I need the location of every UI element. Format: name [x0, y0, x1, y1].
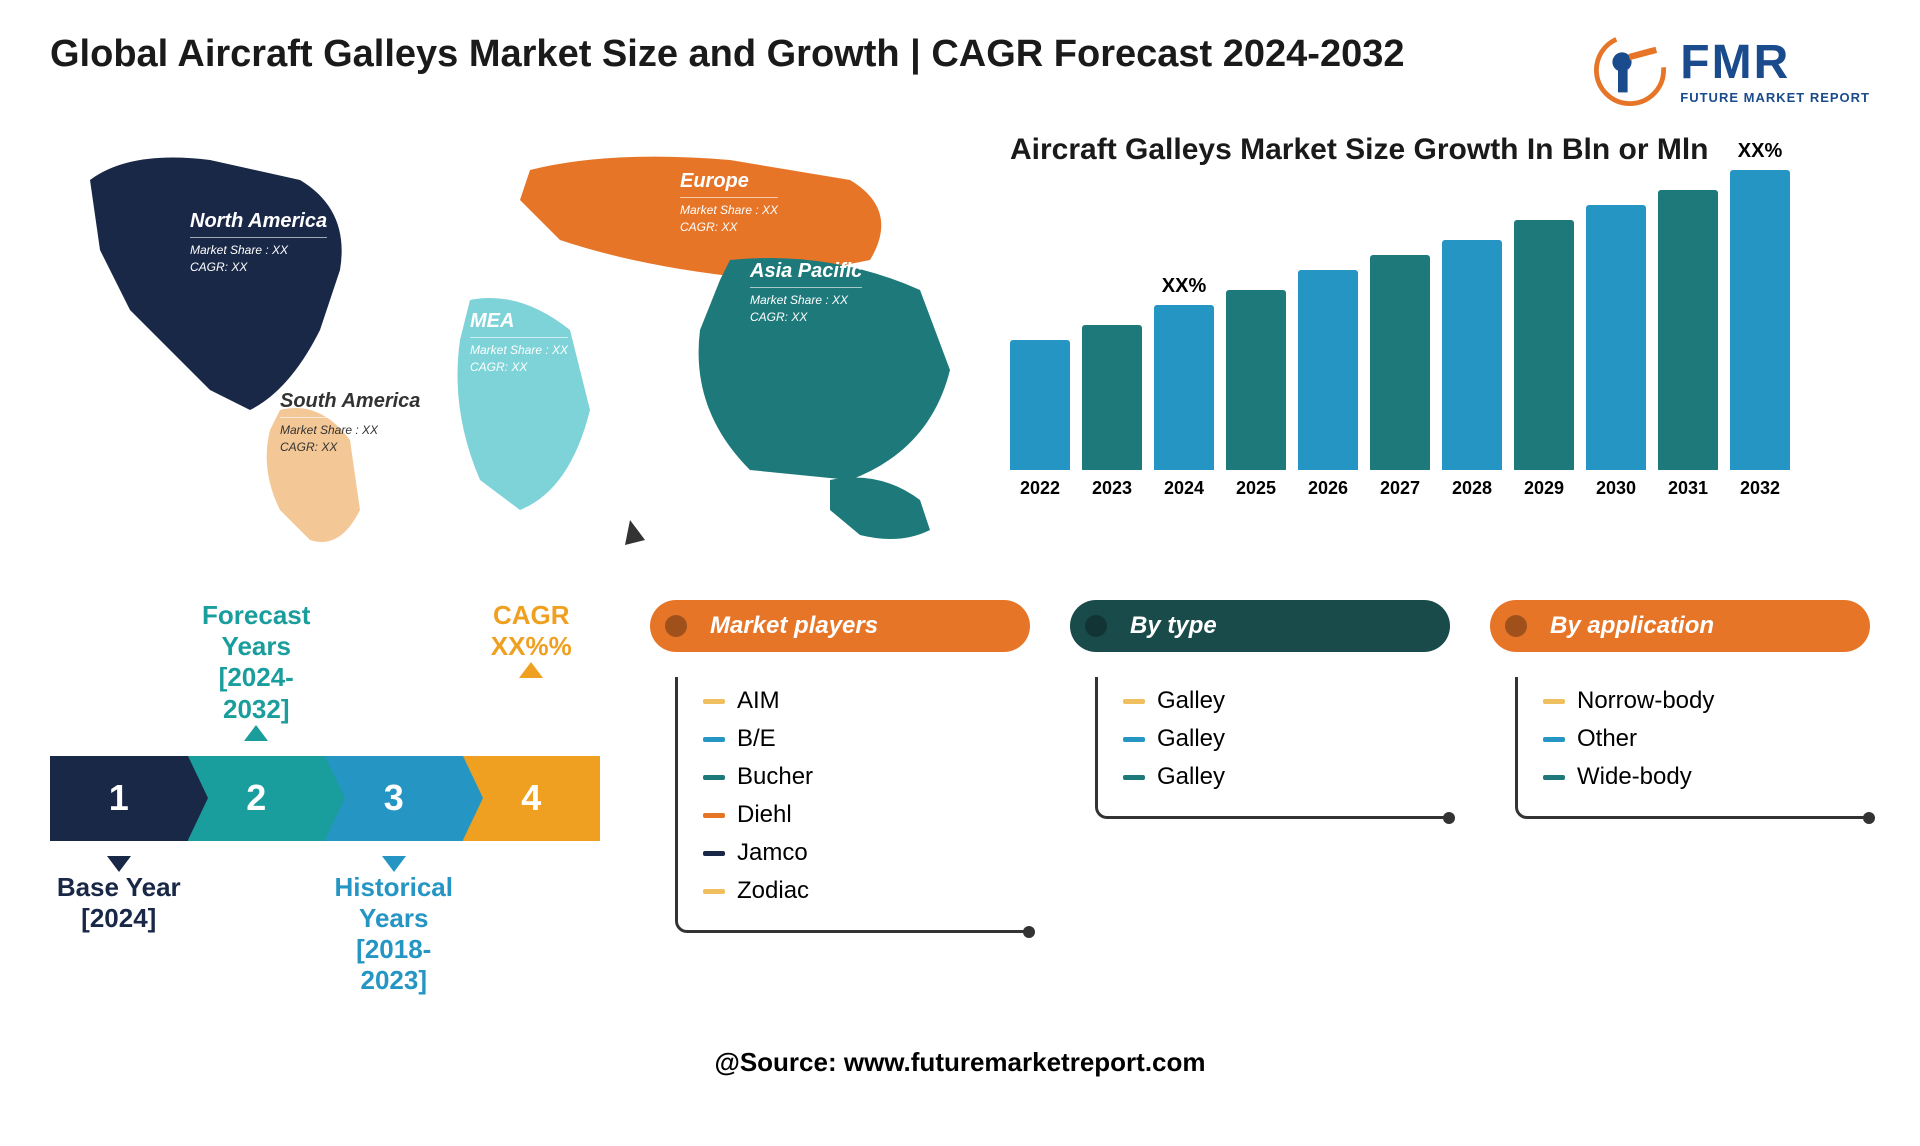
world-map: North AmericaMarket Share : XXCAGR: XX So… — [50, 130, 970, 550]
category-header: Market players — [650, 600, 1030, 652]
category-by-type: By type Galley Galley Galley — [1070, 600, 1450, 933]
bar-2025: 2025 — [1226, 290, 1286, 499]
header: Global Aircraft Galleys Market Size and … — [50, 30, 1870, 110]
timeline-bottom-label: Historical Years[2018-2023] — [325, 851, 463, 997]
bar-2024: XX% 2024 — [1154, 305, 1214, 499]
region-label-mea: MEAMarket Share : XXCAGR: XX — [470, 310, 568, 376]
category-item: Other — [1543, 725, 1870, 753]
timeline-segment-3: 3 — [325, 756, 463, 841]
bar-2030: 2030 — [1586, 205, 1646, 499]
category-by-application: By application Norrow-body Other Wide-body — [1490, 600, 1870, 933]
region-label-south-america: South AmericaMarket Share : XXCAGR: XX — [280, 390, 420, 456]
category-item: Galley — [1123, 687, 1450, 715]
bar-2027: 2027 — [1370, 255, 1430, 499]
category-item: Galley — [1123, 725, 1450, 753]
timeline-bottom-label: Base Year[2024] — [50, 851, 188, 997]
bar-2028: 2028 — [1442, 240, 1502, 499]
timeline: Forecast Years[2024-2032]CAGR XX%% 1234 … — [50, 600, 600, 997]
fmr-logo-icon — [1590, 30, 1670, 110]
region-label-north-america: North AmericaMarket Share : XXCAGR: XX — [190, 210, 327, 276]
timeline-segment-2: 2 — [188, 756, 326, 841]
category-item: B/E — [703, 725, 1030, 753]
timeline-top-label: Forecast Years[2024-2032] — [188, 600, 326, 746]
logo: FMR FUTURE MARKET REPORT — [1590, 30, 1870, 110]
category-item: Diehl — [703, 801, 1030, 829]
logo-sub-text: FUTURE MARKET REPORT — [1680, 90, 1870, 105]
bar-2029: 2029 — [1514, 220, 1574, 499]
category-item: Jamco — [703, 839, 1030, 867]
category-item: Wide-body — [1543, 763, 1870, 791]
bar-chart: Aircraft Galleys Market Size Growth In B… — [1010, 130, 1870, 550]
logo-main-text: FMR — [1680, 35, 1870, 90]
bars-container: 2022 2023XX% 2024 2025 2026 2027 2028 20… — [1010, 189, 1870, 499]
region-label-asia-pacific: Asia PacificMarket Share : XXCAGR: XX — [750, 260, 862, 326]
bar-2022: 2022 — [1010, 340, 1070, 499]
timeline-segment-1: 1 — [50, 756, 188, 841]
category-header: By type — [1070, 600, 1450, 652]
bar-2023: 2023 — [1082, 325, 1142, 499]
bar-2026: 2026 — [1298, 270, 1358, 499]
category-item: AIM — [703, 687, 1030, 715]
category-header: By application — [1490, 600, 1870, 652]
timeline-segment-4: 4 — [463, 756, 601, 841]
category-market-players: Market players AIM B/E Bucher Diehl Jamco Zodi… — [650, 600, 1030, 933]
timeline-top-label: CAGR XX%% — [463, 600, 601, 746]
page-title: Global Aircraft Galleys Market Size and … — [50, 30, 1404, 79]
bar-2032: XX% 2032 — [1730, 170, 1790, 499]
category-item: Bucher — [703, 763, 1030, 791]
source-attribution: @Source: www.futuremarketreport.com — [50, 1047, 1870, 1078]
bar-2031: 2031 — [1658, 190, 1718, 499]
region-label-europe: EuropeMarket Share : XXCAGR: XX — [680, 170, 778, 236]
category-item: Galley — [1123, 763, 1450, 791]
category-item: Norrow-body — [1543, 687, 1870, 715]
category-item: Zodiac — [703, 877, 1030, 905]
